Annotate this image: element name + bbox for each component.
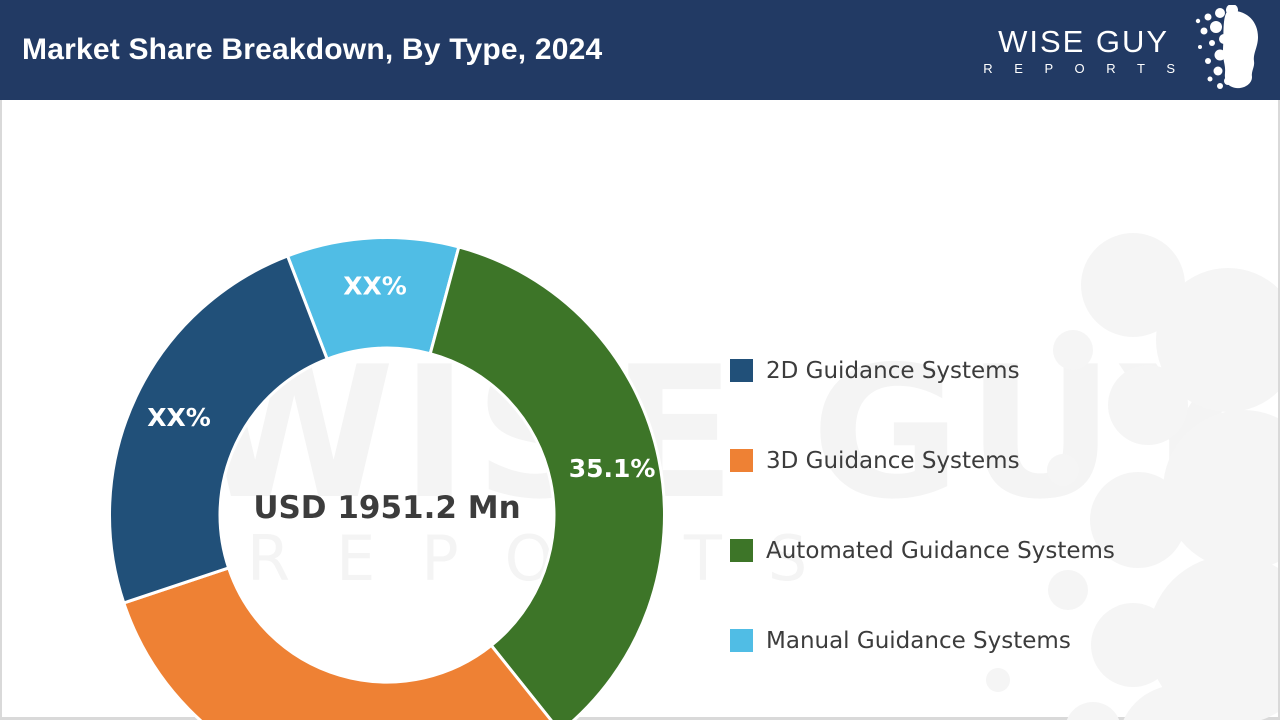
chart-center-value: USD 1951.2 Mn (253, 490, 521, 526)
slice-label-0: XX% (343, 271, 407, 300)
watermark-text-primary: WISE GUY (194, 327, 1259, 539)
legend-label-3: Manual Guidance Systems (766, 627, 1071, 654)
brand-name: WISE GUY (998, 23, 1170, 59)
legend-swatch-0 (730, 359, 753, 382)
page-title: Market Share Breakdown, By Type, 2024 (22, 33, 603, 66)
pie-slice-1 (428, 245, 666, 720)
chart-legend: 2D Guidance Systems 3D Guidance Systems Au… (730, 357, 1115, 654)
brand-logo-text: WISE GUY R E P O R T S (983, 26, 1184, 75)
pie-slice-2 (122, 566, 553, 720)
pie-slice-3 (108, 254, 329, 605)
legend-label-2: Automated Guidance Systems (766, 537, 1115, 564)
donut-chart-svg: XX%35.1%XX%XX% (108, 236, 666, 720)
legend-item-2: Automated Guidance Systems (730, 537, 1115, 564)
legend-item-0: 2D Guidance Systems (730, 357, 1115, 384)
legend-swatch-1 (730, 449, 753, 472)
legend-swatch-2 (730, 539, 753, 562)
legend-item-1: 3D Guidance Systems (730, 447, 1115, 474)
donut-chart: XX%35.1%XX%XX% (97, 225, 677, 720)
slice-label-1: 35.1% (569, 454, 656, 483)
logo-face-icon (1190, 4, 1262, 95)
legend-label-1: 3D Guidance Systems (766, 447, 1020, 474)
slice-label-3: XX% (147, 403, 211, 432)
watermark-face-icon (848, 200, 1280, 720)
legend-item-3: Manual Guidance Systems (730, 627, 1115, 654)
app-header: Market Share Breakdown, By Type, 2024 WI… (0, 0, 1280, 100)
brand-logo: WISE GUY R E P O R T S (983, 4, 1262, 95)
legend-label-0: 2D Guidance Systems (766, 357, 1020, 384)
legend-swatch-3 (730, 629, 753, 652)
brand-subtitle: R E P O R T S (983, 60, 1184, 76)
